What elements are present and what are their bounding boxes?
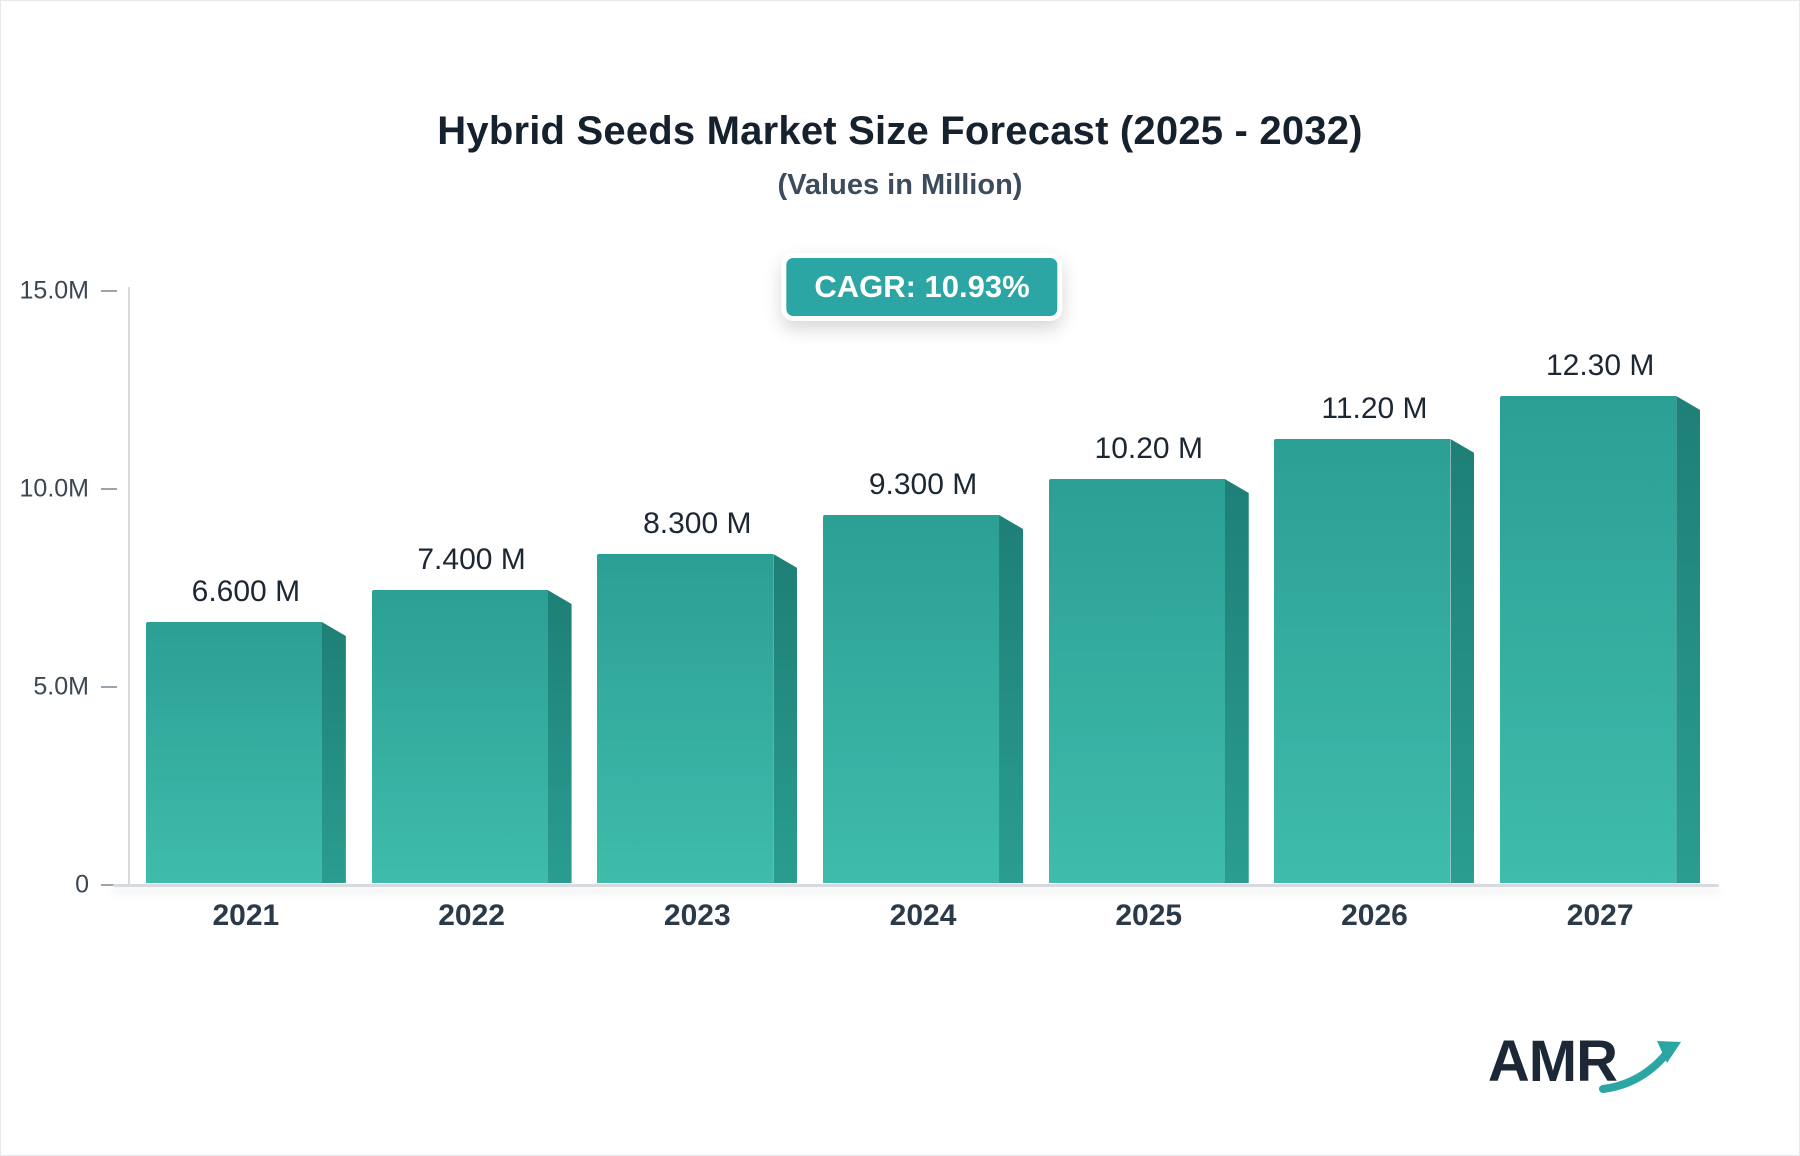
cagr-badge: CAGR: 10.93% [781,253,1063,321]
y-tick-mark [101,884,117,886]
bar-2022 [371,590,572,883]
y-tick-label: 5.0M [33,672,89,701]
bar-value-label: 8.300 M [643,507,752,540]
x-label-2024: 2024 [889,899,957,932]
bar-group-2025: 10.20 M [1036,432,1262,883]
x-axis-line [113,884,1719,887]
plot-area: 6.600 M 7.400 M 8.300 M 9.300 M 10.20 M 11.20… [133,223,1713,883]
bar-group-2022: 7.400 M [359,543,585,883]
bar-2021 [145,622,346,883]
bar-group-2026: 11.20 M [1262,392,1488,883]
bar-group-2021: 6.600 M [133,575,359,883]
bar-side-shade [999,515,1024,883]
amr-logo: AMR [1488,1028,1683,1095]
bar-face [145,622,322,883]
y-tick-label: 15.0M [19,276,89,305]
bar-2025 [1048,479,1249,883]
bar-group-2024: 9.300 M [810,468,1036,883]
bar-side-shade [1450,439,1475,883]
chart-title: Hybrid Seeds Market Size Forecast (2025 … [437,109,1363,153]
y-tick-mark [101,290,117,292]
x-label-2022: 2022 [438,899,505,932]
bar-value-label: 7.400 M [417,543,526,576]
bar-side-shade [1224,479,1249,883]
bar-side-shade [321,622,346,883]
x-label-2023: 2023 [663,899,731,932]
chart-subtitle: (Values in Million) [777,169,1023,201]
bar-value-label: 10.20 M [1094,432,1203,465]
bar-value-label: 11.20 M [1321,392,1428,425]
bar-side-shade [773,554,798,883]
bar-face [1274,439,1451,883]
y-tick-mark [101,686,117,688]
x-label-2026: 2026 [1341,899,1408,932]
bar-group-2023: 8.300 M [584,507,810,883]
bar-side-shade [1676,396,1701,883]
bar-face [371,590,548,883]
bar-value-label: 9.300 M [868,468,978,501]
bar-group-2027: 12.30 M [1487,349,1713,883]
bar-value-label: 6.600 M [191,575,301,608]
bar-2026 [1274,439,1475,883]
growth-arrow-icon [1599,1040,1681,1093]
amr-logo-text: AMR [1487,1029,1618,1094]
y-tick-mark [101,488,117,490]
y-tick-label: 10.0M [19,474,89,503]
y-tick-label: 0 [75,870,89,899]
x-label-2027: 2027 [1566,899,1634,932]
y-axis-line [128,287,130,887]
bar-side-shade [547,590,572,883]
bar-2027 [1500,396,1701,883]
bar-face [1048,479,1225,883]
x-label-2025: 2025 [1115,899,1183,932]
x-axis: 2021 2022 2023 2024 2025 2026 2027 [133,899,1713,933]
x-label-2021: 2021 [212,899,280,932]
bar-face [597,554,774,883]
bar-2023 [597,554,798,883]
bar-2024 [823,515,1024,883]
bar-face [1500,396,1677,883]
bar-value-label: 12.30 M [1545,349,1655,382]
bar-face [823,515,1000,883]
